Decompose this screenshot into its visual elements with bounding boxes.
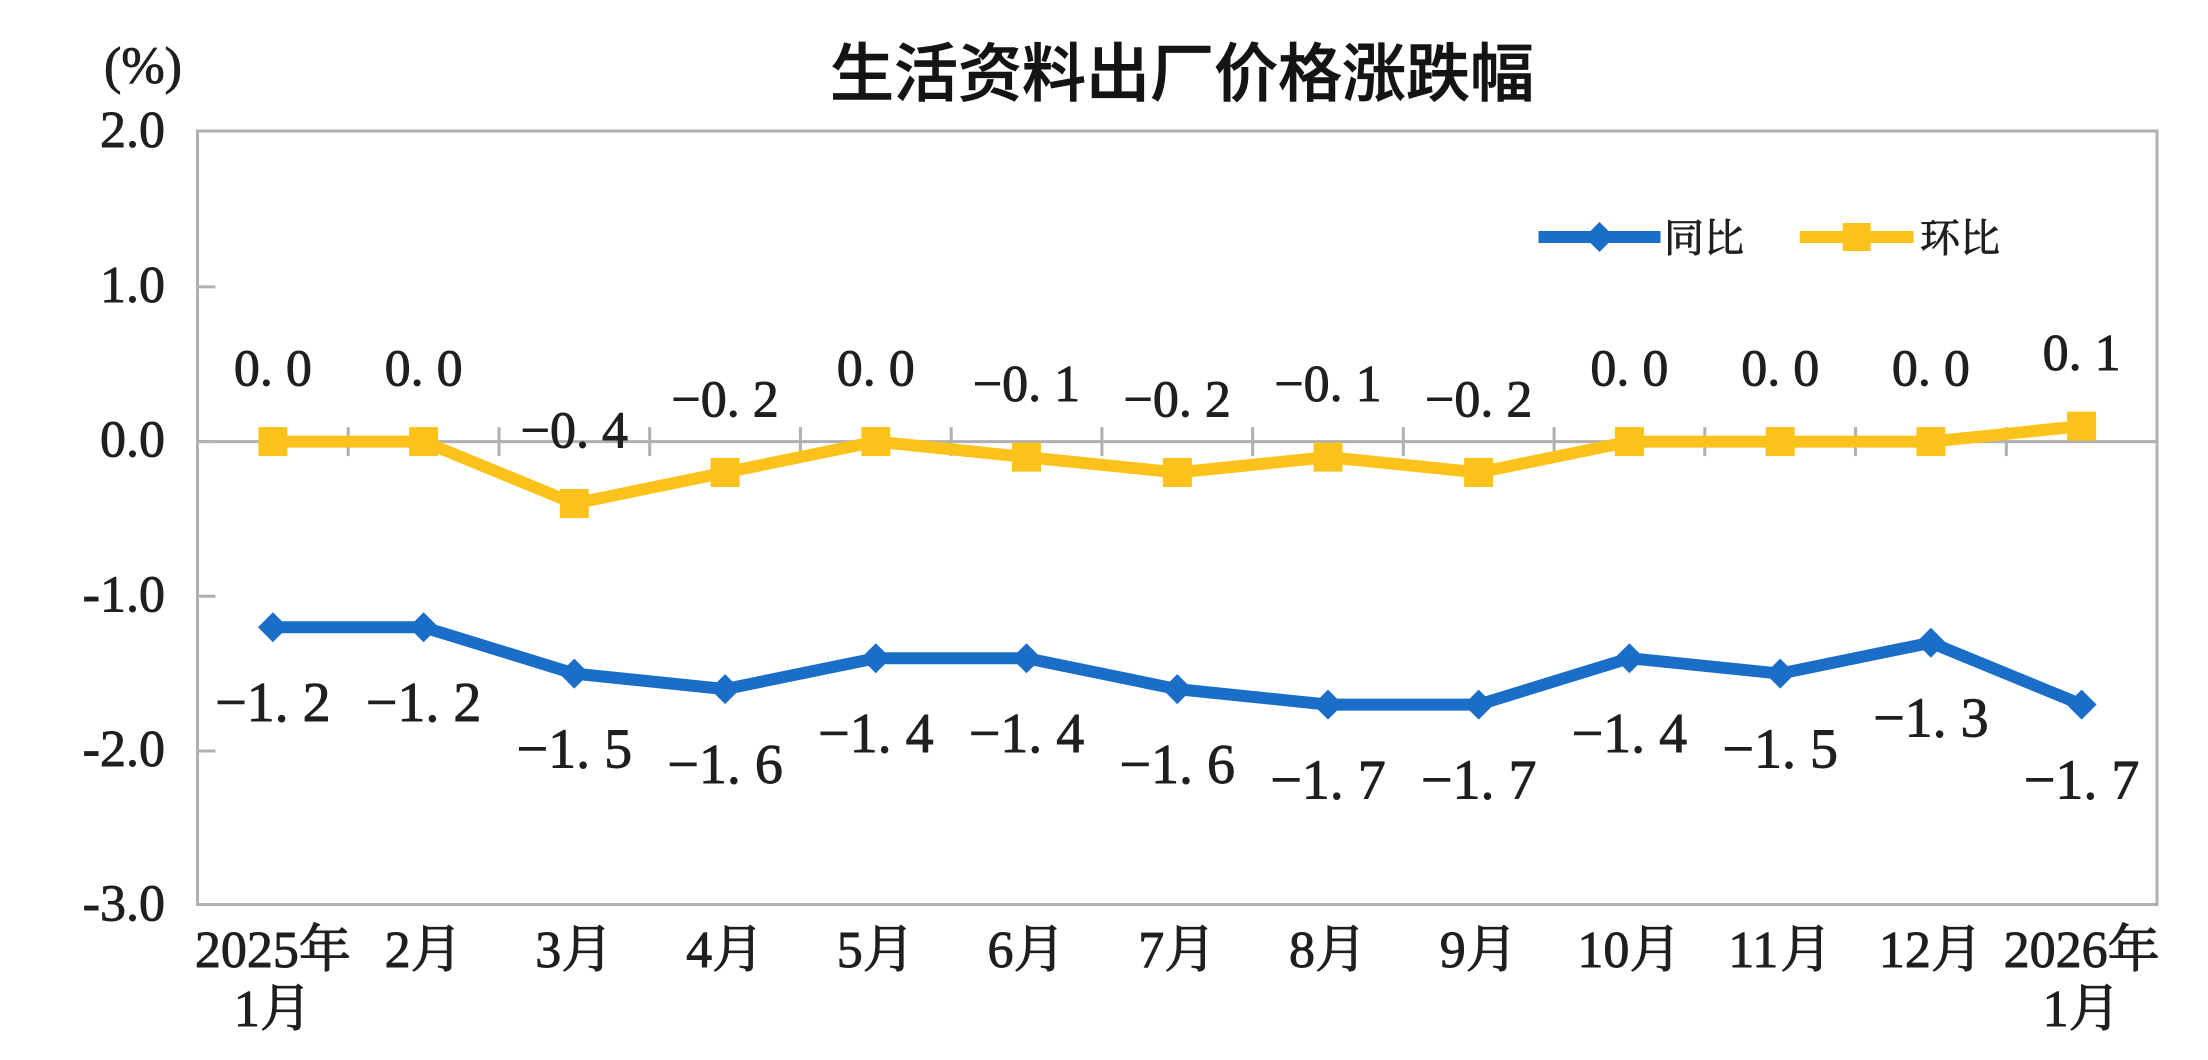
svg-text:0. 1: 0. 1 [2043,325,2121,382]
svg-text:−1. 7: −1. 7 [2024,750,2140,812]
svg-text:12: 12 [1879,922,1931,979]
svg-text:−1. 2: −1. 2 [366,672,482,734]
svg-text:−0. 2: −0. 2 [1124,372,1231,429]
svg-text:3: 3 [535,922,561,979]
svg-text:0.0: 0.0 [100,412,165,469]
svg-text:1: 1 [2043,981,2069,1038]
svg-text:−1. 6: −1. 6 [1119,734,1235,796]
svg-text:-2.0: -2.0 [83,721,165,778]
svg-text:8: 8 [1289,922,1315,979]
svg-text:2: 2 [385,922,411,979]
svg-text:0. 0: 0. 0 [1892,341,1970,398]
svg-text:−0. 2: −0. 2 [1425,372,1532,429]
svg-text:−1. 7: −1. 7 [1421,750,1537,812]
svg-text:2025: 2025 [195,922,299,979]
svg-text:7: 7 [1138,922,1164,979]
svg-text:−0. 4: −0. 4 [521,403,628,460]
svg-text:4: 4 [686,922,712,979]
svg-text:9: 9 [1440,922,1466,979]
svg-text:1: 1 [234,981,260,1038]
svg-text:0. 0: 0. 0 [1741,341,1819,398]
svg-text:−1. 5: −1. 5 [1722,719,1838,781]
svg-text:−0. 1: −0. 1 [973,356,1080,413]
svg-text:−1. 6: −1. 6 [667,734,783,796]
svg-text:−1. 4: −1. 4 [969,703,1085,765]
svg-text:0. 0: 0. 0 [837,341,915,398]
svg-text:-3.0: -3.0 [83,876,165,933]
svg-text:11: 11 [1728,922,1778,979]
svg-text:2.0: 2.0 [100,102,165,159]
svg-text:−1. 4: −1. 4 [1572,703,1688,765]
svg-text:0. 0: 0. 0 [1590,341,1668,398]
svg-text:5: 5 [837,922,863,979]
svg-text:(%): (%) [104,38,182,95]
svg-text:0. 0: 0. 0 [234,341,312,398]
svg-text:−1. 3: −1. 3 [1873,688,1989,750]
svg-text:1.0: 1.0 [100,257,165,314]
svg-text:-1.0: -1.0 [83,566,165,623]
svg-text:0. 0: 0. 0 [385,341,463,398]
svg-text:2026: 2026 [2004,922,2108,979]
svg-text:6: 6 [988,922,1014,979]
svg-text:−1. 7: −1. 7 [1270,750,1386,812]
svg-text:−1. 5: −1. 5 [517,719,633,781]
svg-text:−0. 2: −0. 2 [671,372,778,429]
svg-text:−0. 1: −0. 1 [1274,356,1381,413]
svg-text:−1. 2: −1. 2 [215,672,331,734]
svg-text:−1. 4: −1. 4 [818,703,934,765]
svg-text:10: 10 [1577,922,1629,979]
